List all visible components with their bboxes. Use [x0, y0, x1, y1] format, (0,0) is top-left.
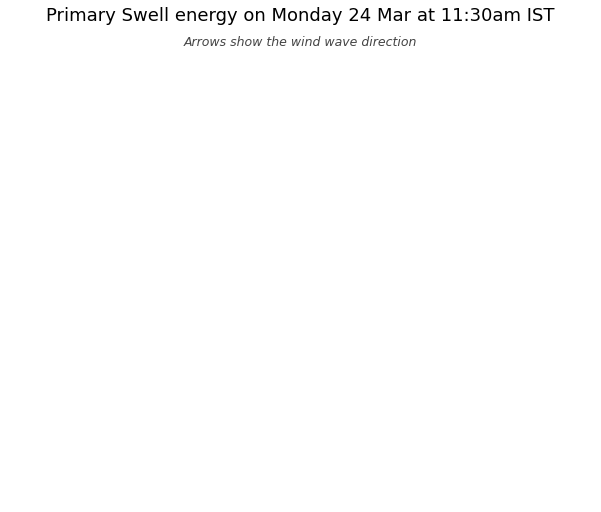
Text: Primary Swell energy on Monday 24 Mar at 11:30am IST: Primary Swell energy on Monday 24 Mar at…: [46, 7, 555, 25]
Text: Arrows show the wind wave direction: Arrows show the wind wave direction: [184, 36, 417, 49]
Text: cartopy not available: cartopy not available: [227, 271, 374, 285]
